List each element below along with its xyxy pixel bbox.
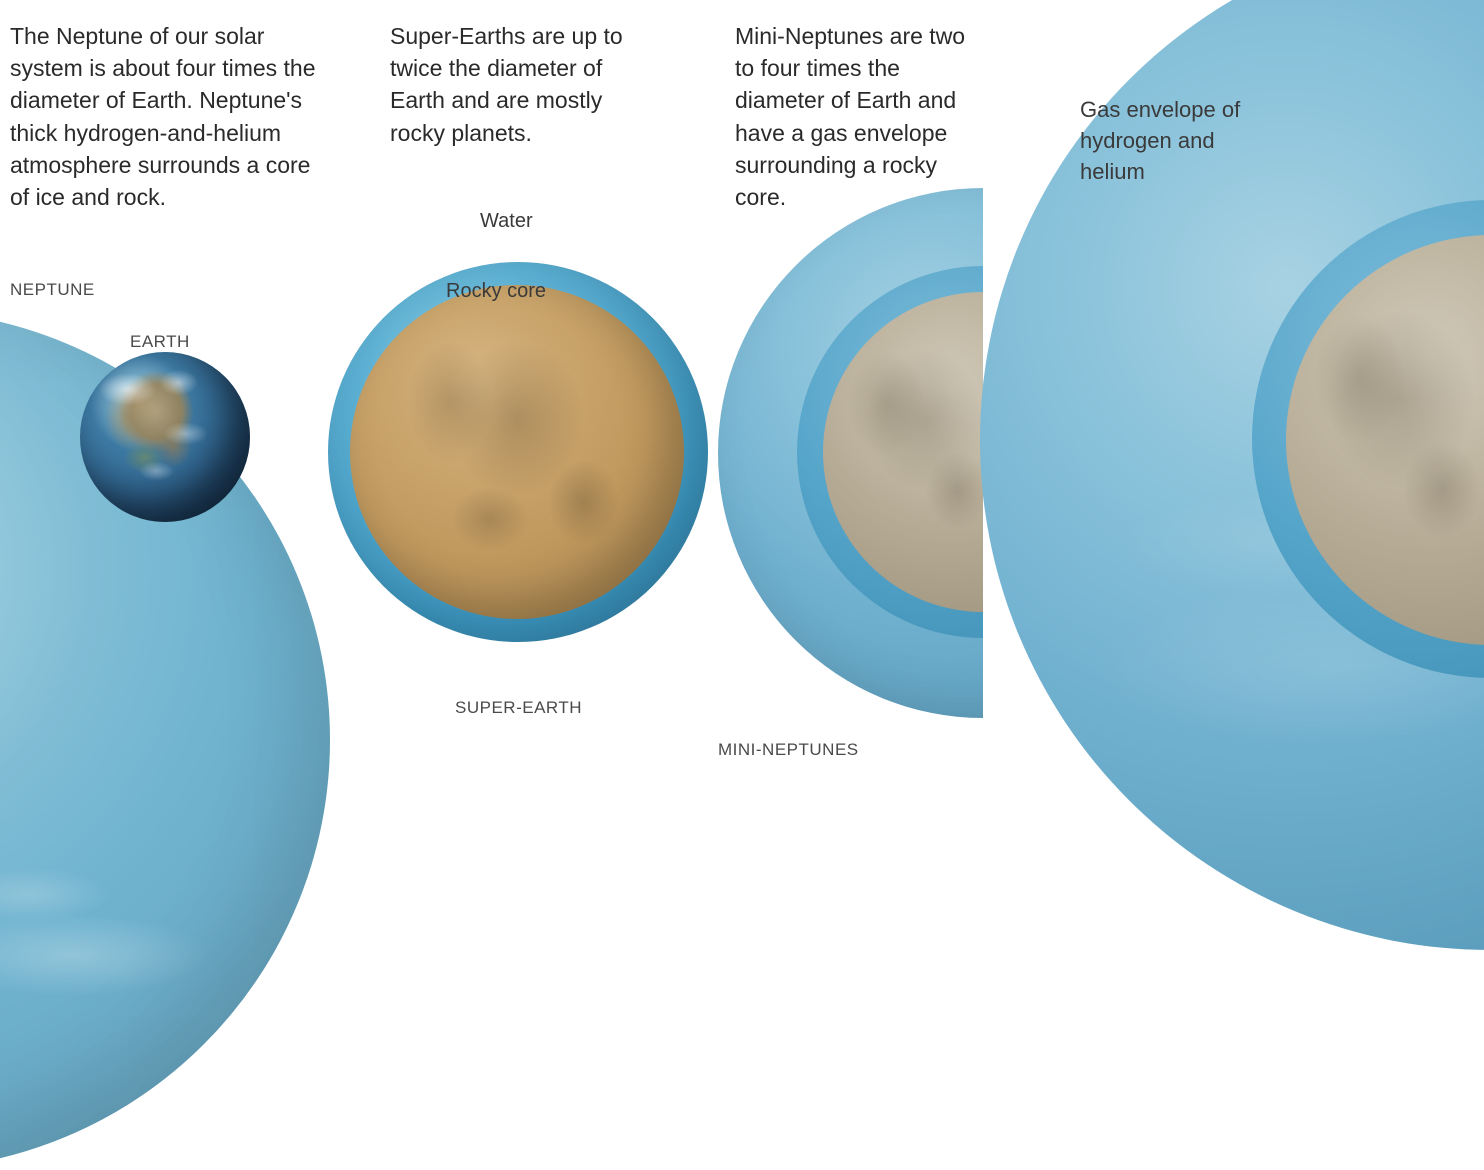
annotation-gas-envelope: Gas envelope of hydrogen and helium	[1080, 95, 1260, 187]
annotation-rocky-core: Rocky core	[446, 280, 546, 303]
label-neptune: NEPTUNE	[10, 280, 95, 300]
planet-earth	[80, 352, 250, 522]
label-earth: EARTH	[130, 332, 190, 352]
description-super-earth: Super-Earths are up to twice the diamete…	[390, 20, 640, 149]
label-super-earth: SUPER-EARTH	[455, 698, 582, 718]
label-mini-neptunes: MINI-NEPTUNES	[718, 740, 859, 760]
description-neptune: The Neptune of our solar system is about…	[10, 20, 320, 213]
annotation-water: Water	[480, 210, 533, 233]
super-earth-rocky-core	[350, 285, 684, 619]
description-mini-neptune: Mini-Neptunes are two to four times the …	[735, 20, 990, 213]
